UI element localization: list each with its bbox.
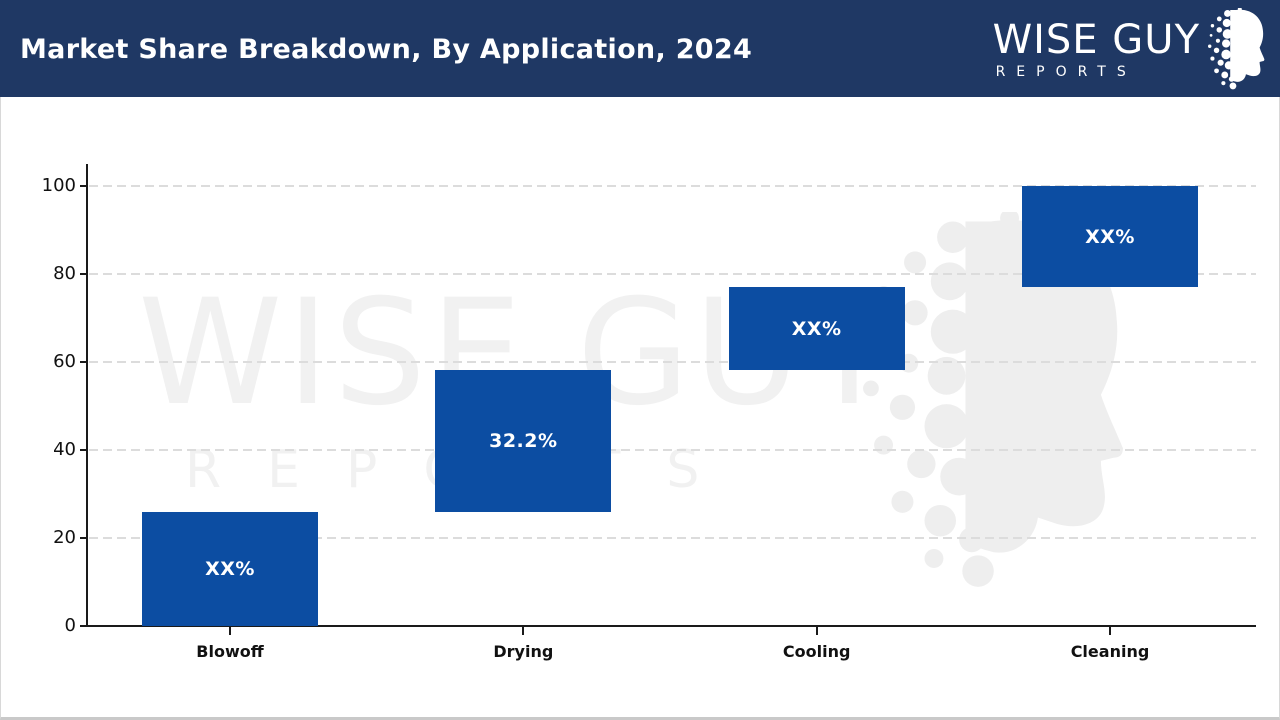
bar-value-label: 32.2% (489, 429, 558, 452)
chart-bar-blowoff: XX% (142, 511, 318, 626)
x-tick-mark (522, 627, 525, 635)
chart-title: Market Share Breakdown, By Application, … (20, 34, 753, 65)
x-category-label: Cooling (782, 642, 851, 661)
gridline (89, 185, 1256, 187)
x-axis (86, 625, 1256, 627)
x-tick-mark (229, 627, 231, 635)
chart-bar-cooling: XX% (728, 287, 905, 370)
gridline (89, 361, 1256, 363)
y-tick-label: 80 (53, 263, 76, 284)
chart-bar-drying: 32.2% (435, 369, 612, 512)
y-tick-mark (80, 273, 88, 275)
gridline (89, 537, 1256, 539)
y-tick-label: 40 (53, 439, 76, 460)
y-tick-mark (80, 449, 88, 451)
chart-bar-cleaning: XX% (1021, 186, 1198, 288)
y-tick-mark (80, 537, 88, 539)
logo-subtitle: REPORTS (995, 63, 1137, 80)
y-tick-mark (80, 625, 88, 627)
logo-wordmark: WISE GUY (992, 16, 1200, 63)
x-tick-mark (1108, 627, 1111, 635)
x-category-label: Blowoff (196, 642, 264, 661)
y-tick-label: 0 (64, 615, 76, 636)
y-tick-mark (80, 185, 88, 187)
y-tick-label: 60 (53, 351, 76, 372)
bar-value-label: XX% (1085, 225, 1135, 248)
y-tick-mark (80, 361, 88, 363)
logo-face-icon (1208, 8, 1265, 90)
x-category-label: Cleaning (1070, 642, 1150, 661)
x-category-label: Drying (493, 642, 554, 661)
y-axis (86, 164, 88, 627)
gridline (89, 273, 1256, 275)
y-tick-label: 100 (41, 175, 76, 196)
y-tick-label: 20 (53, 527, 76, 548)
bar-value-label: XX% (205, 557, 255, 580)
gridline (89, 449, 1256, 451)
x-tick-mark (815, 627, 818, 635)
header-bar: Market Share Breakdown, By Application, … (0, 0, 1280, 97)
bar-value-label: XX% (791, 317, 842, 340)
wise-guy-reports-logo: WISE GUY REPORTS (993, 6, 1266, 92)
